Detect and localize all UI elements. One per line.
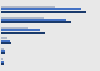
- Bar: [1, 61, 4, 63]
- Bar: [1, 19, 67, 21]
- Bar: [1, 29, 40, 31]
- Bar: [1, 50, 5, 52]
- Bar: [1, 37, 7, 39]
- Bar: [1, 21, 71, 23]
- Bar: [1, 40, 10, 42]
- Bar: [1, 32, 45, 34]
- Bar: [1, 17, 44, 19]
- Bar: [1, 52, 5, 54]
- Bar: [1, 48, 4, 50]
- Bar: [1, 11, 86, 13]
- Bar: [1, 58, 3, 60]
- Bar: [1, 8, 81, 10]
- Bar: [1, 6, 55, 8]
- Bar: [1, 42, 11, 44]
- Bar: [1, 63, 4, 65]
- Bar: [1, 27, 28, 29]
